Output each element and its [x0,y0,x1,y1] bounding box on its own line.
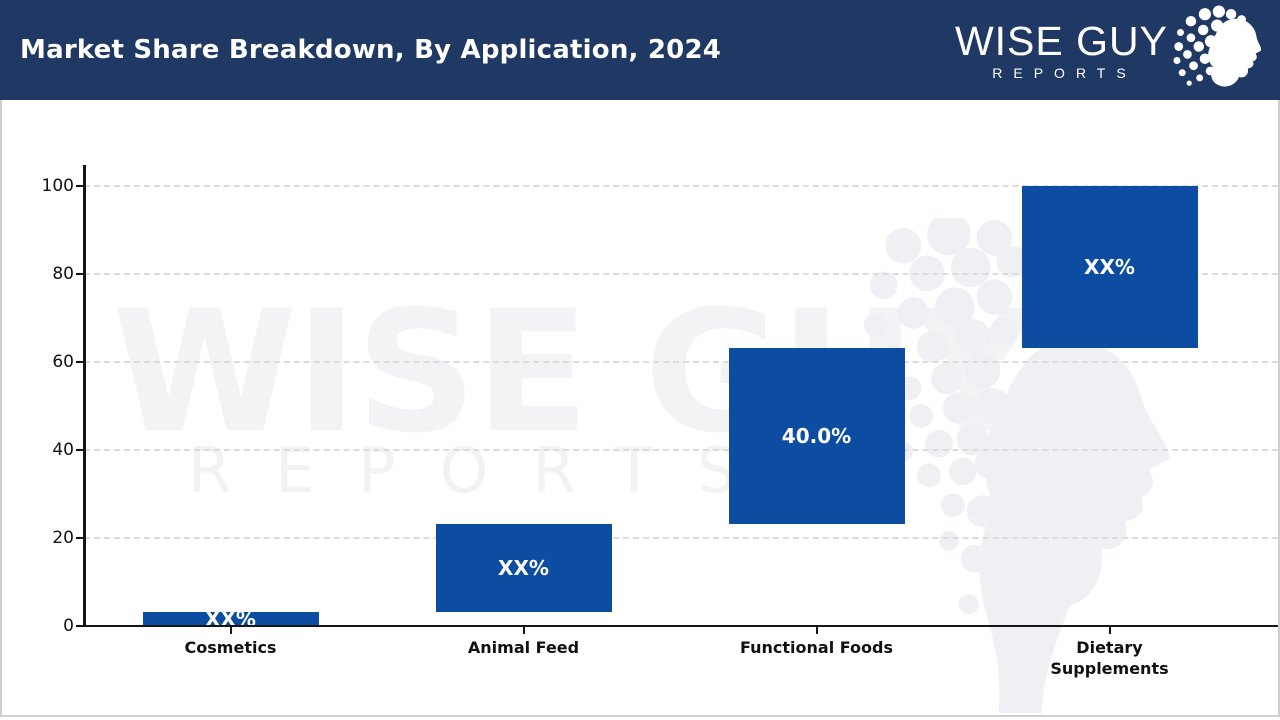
x-category-label-cosmetics: Cosmetics [184,638,277,657]
brand-name: WISE GUY [954,17,1168,64]
brand-subname: REPORTS [992,64,1137,81]
bar-value-label-dietary-supplements: XX% [1084,254,1135,279]
y-tick-40 [76,449,84,451]
figure-border-bottom [0,715,1280,717]
brand-logo: WISE GUY REPORTS [955,0,1266,100]
bar-animal-feed: XX% [435,523,612,612]
x-tick-dietary-supplements [1108,627,1111,634]
brand-logo-text: WISE GUY REPORTS [954,17,1168,81]
y-tick-20 [76,537,84,539]
bar-value-label-animal-feed: XX% [498,555,549,580]
x-axis-line [83,624,1278,627]
chart-title: Market Share Breakdown, By Application, … [20,35,722,65]
bar-value-label-cosmetics: XX% [205,611,256,626]
bar-cosmetics: XX% [142,611,319,626]
y-tick-100 [76,185,84,187]
y-tick-label-0: 0 [63,616,74,636]
figure-border-left [0,100,2,717]
x-category-label-functional-foods: Functional Foods [739,638,893,657]
y-tick-0 [76,625,84,627]
x-tick-functional-foods [815,627,818,634]
gridline-40 [84,449,1278,451]
bar-functional-foods: 40.0% [728,347,905,524]
bar-dietary-supplements: XX% [1021,186,1198,348]
x-tick-animal-feed [522,627,525,634]
gridline-100 [84,185,1278,187]
gridline-20 [84,537,1278,539]
y-tick-80 [76,273,84,275]
y-tick-label-100: 100 [41,176,74,196]
x-category-label-animal-feed: Animal Feed [467,638,580,657]
x-tick-cosmetics [229,627,232,634]
dotted-face-icon [1173,5,1262,87]
y-tick-60 [76,361,84,363]
bar-value-label-functional-foods: 40.0% [781,423,852,448]
figure-border-right [1278,100,1280,717]
watermark-face-icon [863,218,1170,713]
y-tick-label-40: 40 [52,440,74,460]
y-tick-label-20: 20 [52,528,74,548]
y-tick-label-80: 80 [52,264,74,284]
header-bar: Market Share Breakdown, By Application, … [0,0,1280,100]
y-axis-line [83,165,86,627]
gridline-60 [84,361,1278,363]
y-tick-label-60: 60 [52,352,74,372]
gridline-80 [84,273,1278,275]
x-category-label-dietary-supplements: Dietary Supplements [1050,638,1169,678]
